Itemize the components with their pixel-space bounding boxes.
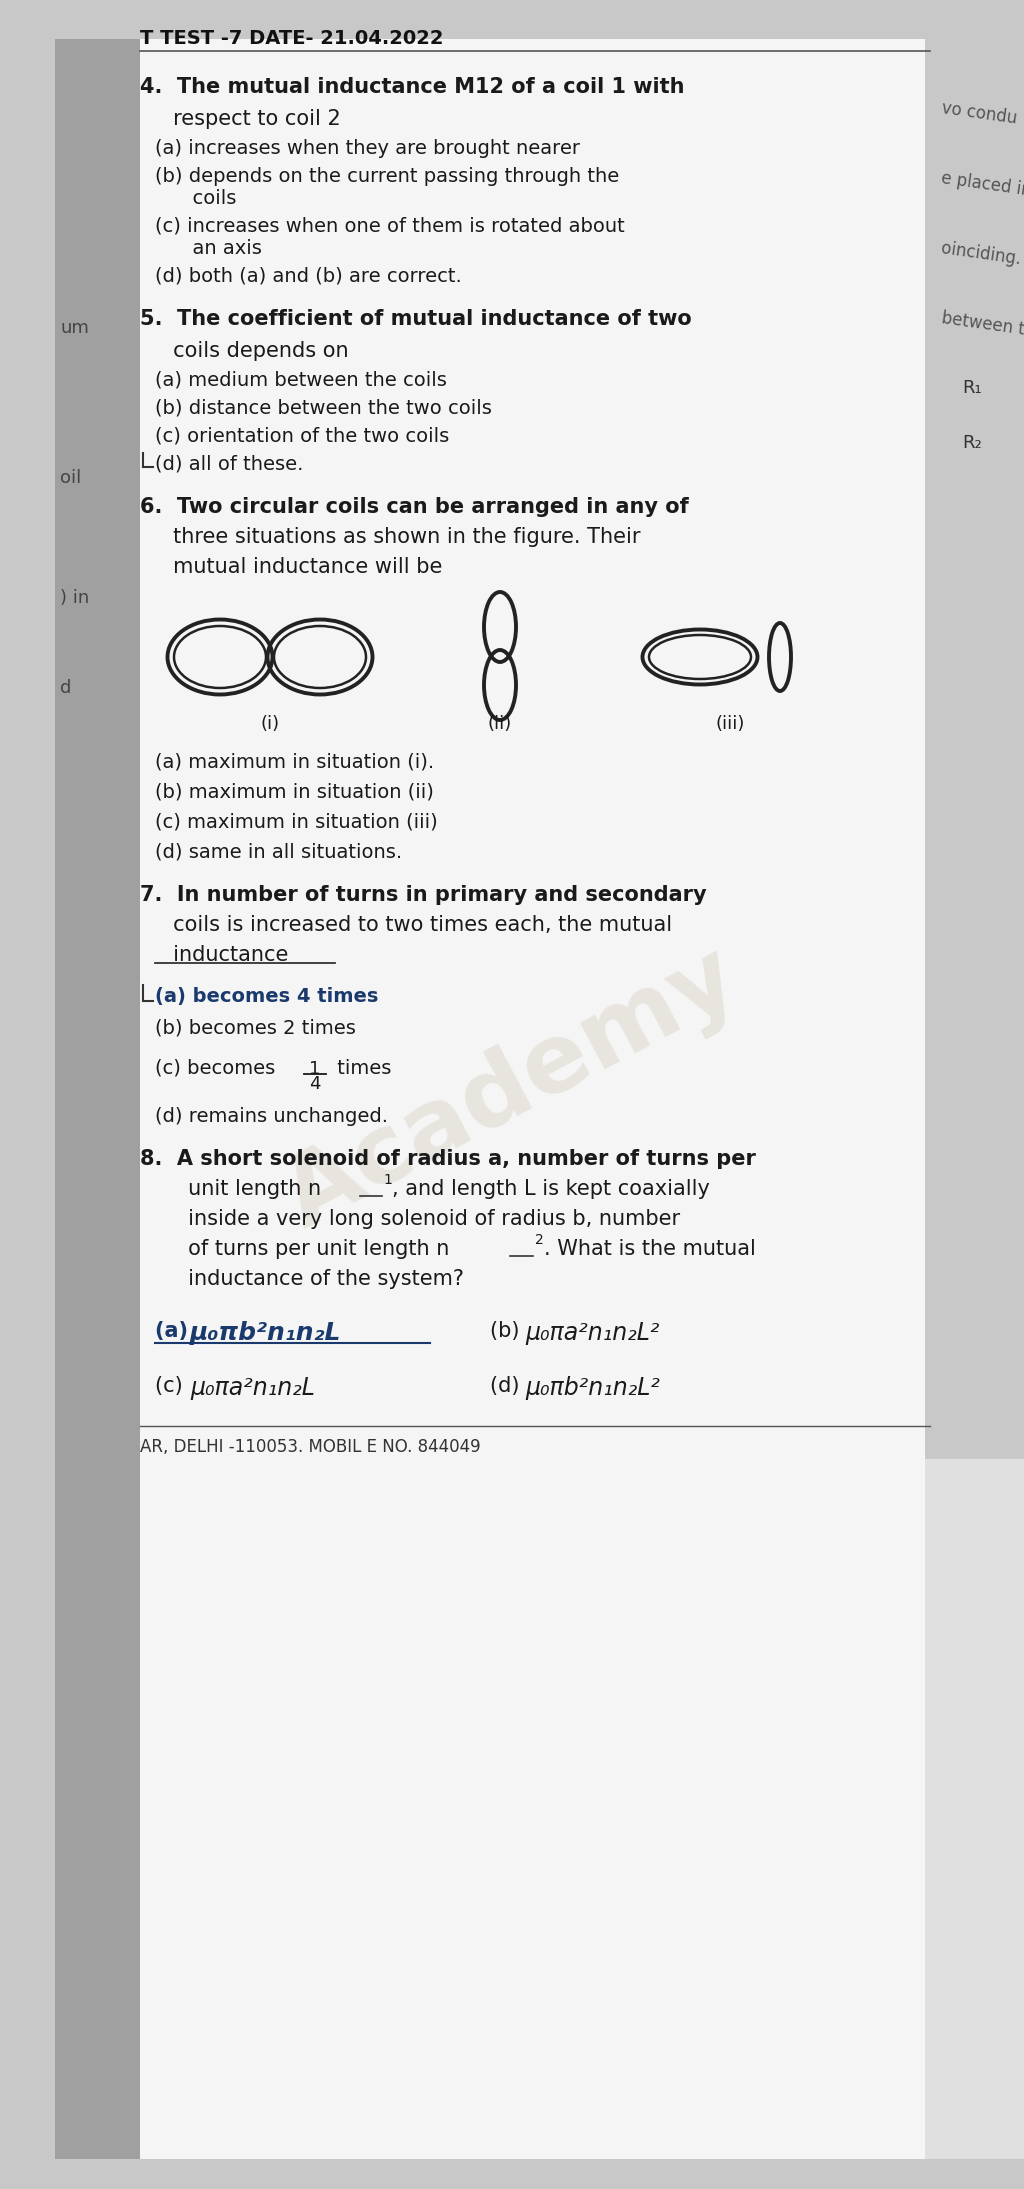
FancyBboxPatch shape <box>55 39 140 2158</box>
Text: mutual inductance will be: mutual inductance will be <box>140 556 442 578</box>
Text: Academy: Academy <box>269 930 755 1248</box>
Text: (b): (b) <box>490 1320 532 1342</box>
Text: ) in: ) in <box>60 589 89 606</box>
Text: 7.  In number of turns in primary and secondary: 7. In number of turns in primary and sec… <box>140 884 707 904</box>
Text: coils: coils <box>155 188 237 208</box>
Text: (d): (d) <box>490 1377 532 1397</box>
Text: times: times <box>331 1059 391 1077</box>
Text: (b) becomes 2 times: (b) becomes 2 times <box>155 1020 356 1038</box>
Text: 4.  The mutual inductance M12 of a coil 1 with: 4. The mutual inductance M12 of a coil 1… <box>140 77 684 96</box>
Text: (b) depends on the current passing through the: (b) depends on the current passing throu… <box>155 166 620 186</box>
Text: (a) maximum in situation (i).: (a) maximum in situation (i). <box>155 753 434 773</box>
Text: (d) remains unchanged.: (d) remains unchanged. <box>155 1108 388 1125</box>
Text: 1: 1 <box>383 1173 392 1186</box>
Text: R₁: R₁ <box>962 379 982 396</box>
Text: oinciding. If R: oinciding. If R <box>940 239 1024 274</box>
Text: (c) orientation of the two coils: (c) orientation of the two coils <box>155 427 450 447</box>
Text: vo condu: vo condu <box>940 99 1018 127</box>
Text: AR, DELHI -110053. MOBIL E NO. 844049: AR, DELHI -110053. MOBIL E NO. 844049 <box>140 1438 480 1456</box>
Text: um: um <box>60 320 89 337</box>
Text: unit length n: unit length n <box>155 1180 322 1200</box>
Text: 1: 1 <box>309 1059 321 1077</box>
Text: (c): (c) <box>155 1377 196 1397</box>
Text: (d) same in all situations.: (d) same in all situations. <box>155 843 402 862</box>
Text: (a): (a) <box>155 1320 196 1342</box>
Text: R₂: R₂ <box>962 433 982 451</box>
Text: (i): (i) <box>260 716 280 733</box>
Text: respect to coil 2: respect to coil 2 <box>140 109 341 129</box>
Text: three situations as shown in the figure. Their: three situations as shown in the figure.… <box>140 528 640 547</box>
Text: μ₀πa²n₁n₂L²: μ₀πa²n₁n₂L² <box>525 1320 659 1344</box>
Text: between them: between them <box>940 309 1024 344</box>
FancyBboxPatch shape <box>925 1460 1024 2158</box>
Text: inductance: inductance <box>140 946 289 965</box>
Text: μ₀πa²n₁n₂L: μ₀πa²n₁n₂L <box>190 1377 314 1401</box>
Text: coils is increased to two times each, the mutual: coils is increased to two times each, th… <box>140 915 672 935</box>
Text: (a) increases when they are brought nearer: (a) increases when they are brought near… <box>155 138 580 158</box>
Text: inside a very long solenoid of radius b, number: inside a very long solenoid of radius b,… <box>155 1208 680 1228</box>
Text: d: d <box>60 679 72 696</box>
Text: μ₀πb²n₁n₂L²: μ₀πb²n₁n₂L² <box>525 1377 659 1401</box>
Text: of turns per unit length n: of turns per unit length n <box>155 1239 450 1259</box>
Text: (iii): (iii) <box>716 716 744 733</box>
Text: μ₀πb²n₁n₂L: μ₀πb²n₁n₂L <box>190 1320 341 1344</box>
Text: (d) all of these.: (d) all of these. <box>155 455 303 475</box>
Text: 2: 2 <box>535 1232 544 1248</box>
Text: , and length L is kept coaxially: , and length L is kept coaxially <box>392 1180 710 1200</box>
Text: (b) distance between the two coils: (b) distance between the two coils <box>155 398 492 418</box>
Text: (b) maximum in situation (ii): (b) maximum in situation (ii) <box>155 784 434 801</box>
Text: . What is the mutual: . What is the mutual <box>544 1239 756 1259</box>
Text: (d) both (a) and (b) are correct.: (d) both (a) and (b) are correct. <box>155 267 462 287</box>
Text: 8.  A short solenoid of radius a, number of turns per: 8. A short solenoid of radius a, number … <box>140 1149 756 1169</box>
FancyBboxPatch shape <box>55 39 925 2158</box>
Text: (c) maximum in situation (iii): (c) maximum in situation (iii) <box>155 812 437 832</box>
Text: (c) becomes: (c) becomes <box>155 1059 282 1077</box>
Text: an axis: an axis <box>155 239 262 258</box>
Text: inductance of the system?: inductance of the system? <box>155 1270 464 1289</box>
Text: e placed in th: e placed in th <box>940 169 1024 204</box>
Text: (a) medium between the coils: (a) medium between the coils <box>155 370 446 390</box>
Text: oil: oil <box>60 468 81 486</box>
Text: 5.  The coefficient of mutual inductance of two: 5. The coefficient of mutual inductance … <box>140 309 692 328</box>
Text: 6.  Two circular coils can be arranged in any of: 6. Two circular coils can be arranged in… <box>140 497 689 517</box>
Text: 4: 4 <box>309 1075 321 1092</box>
Text: (a) becomes 4 times: (a) becomes 4 times <box>155 987 379 1007</box>
Text: (ii): (ii) <box>487 716 512 733</box>
Text: coils depends on: coils depends on <box>140 341 348 361</box>
Text: T TEST -7 DATE- 21.04.2022: T TEST -7 DATE- 21.04.2022 <box>140 28 443 48</box>
Text: (c) increases when one of them is rotated about: (c) increases when one of them is rotate… <box>155 217 625 236</box>
